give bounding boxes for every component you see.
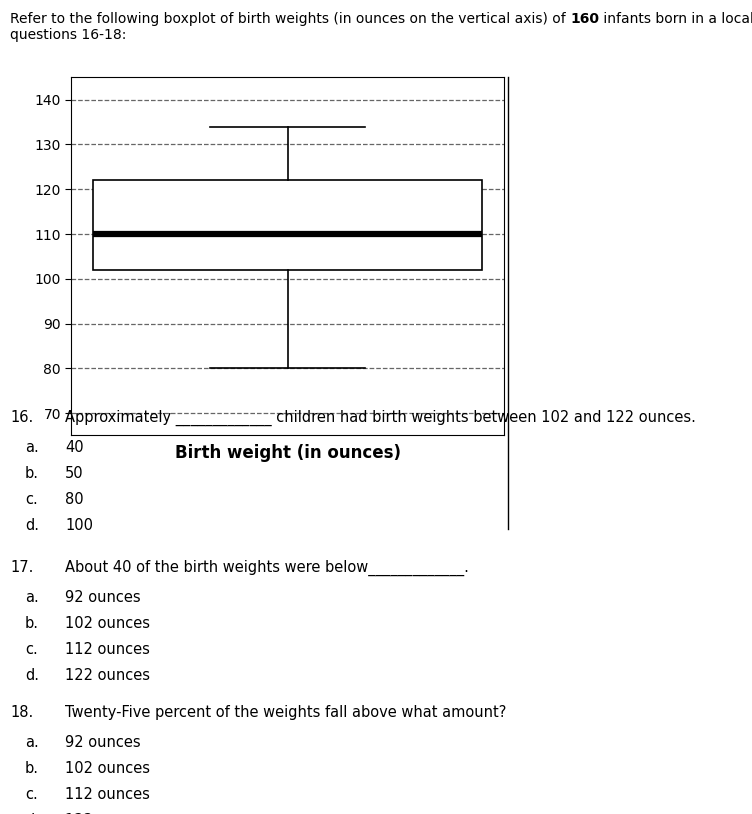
Text: 102 ounces: 102 ounces — [65, 616, 150, 631]
Text: 16.: 16. — [10, 410, 33, 425]
Text: c.: c. — [25, 492, 38, 507]
Text: Twenty-Five percent of the weights fall above what amount?: Twenty-Five percent of the weights fall … — [65, 705, 506, 720]
Text: d.: d. — [25, 813, 39, 814]
Text: b.: b. — [25, 616, 39, 631]
Text: Approximately _____________ children had birth weights between 102 and 122 ounce: Approximately _____________ children had… — [65, 410, 696, 427]
Text: 80: 80 — [65, 492, 83, 507]
Text: a.: a. — [25, 735, 39, 750]
Text: d.: d. — [25, 518, 39, 533]
Text: 102 ounces: 102 ounces — [65, 761, 150, 776]
Text: About 40 of the birth weights were below_____________.: About 40 of the birth weights were below… — [65, 560, 469, 576]
X-axis label: Birth weight (in ounces): Birth weight (in ounces) — [174, 444, 401, 462]
Bar — [93, 180, 482, 269]
Text: a.: a. — [25, 590, 39, 605]
Text: 100: 100 — [65, 518, 93, 533]
Text: c.: c. — [25, 787, 38, 802]
Text: 112 ounces: 112 ounces — [65, 787, 150, 802]
Text: 160: 160 — [570, 12, 599, 26]
Text: 92 ounces: 92 ounces — [65, 590, 141, 605]
Text: 122 ounces: 122 ounces — [65, 813, 150, 814]
Text: 122 ounces: 122 ounces — [65, 668, 150, 683]
Text: 50: 50 — [65, 466, 83, 481]
Text: b.: b. — [25, 761, 39, 776]
Text: infants born in a local hospital for: infants born in a local hospital for — [599, 12, 752, 26]
Text: 17.: 17. — [10, 560, 33, 575]
Text: 92 ounces: 92 ounces — [65, 735, 141, 750]
Text: questions 16-18:: questions 16-18: — [10, 28, 126, 42]
Text: Refer to the following boxplot of birth weights (in ounces on the vertical axis): Refer to the following boxplot of birth … — [10, 12, 570, 26]
Text: b.: b. — [25, 466, 39, 481]
Text: d.: d. — [25, 668, 39, 683]
Text: 112 ounces: 112 ounces — [65, 642, 150, 657]
Text: a.: a. — [25, 440, 39, 455]
Text: 18.: 18. — [10, 705, 33, 720]
Text: 40: 40 — [65, 440, 83, 455]
Text: c.: c. — [25, 642, 38, 657]
